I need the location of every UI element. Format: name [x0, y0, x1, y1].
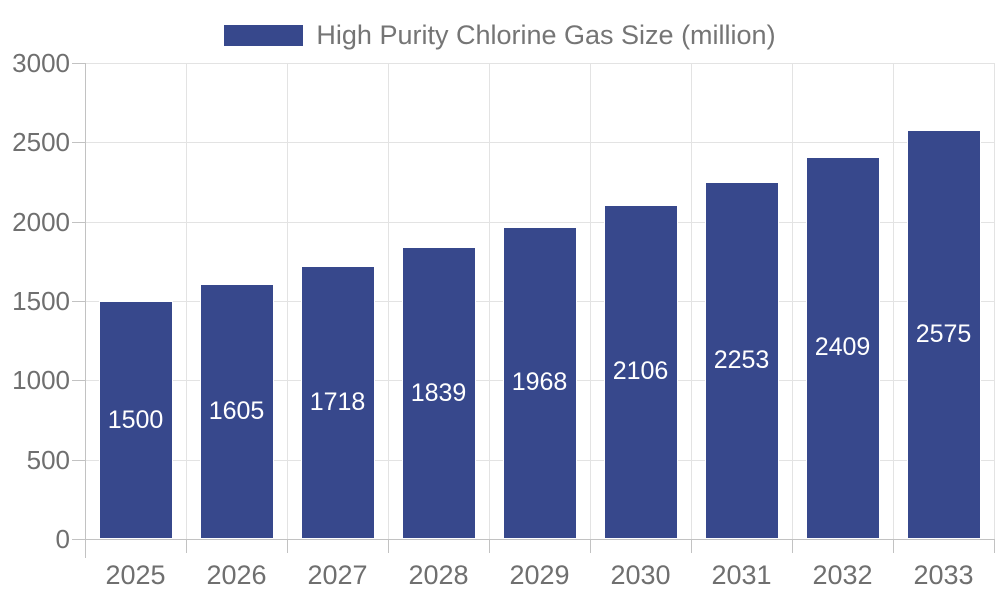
x-axis-label-2030: 2030 — [610, 560, 671, 590]
bar-2033: 2575 — [906, 130, 981, 539]
x-axis-label-2033: 2033 — [913, 560, 974, 590]
x-axis-label-2031: 2031 — [711, 560, 772, 590]
gridline-vertical — [489, 63, 490, 539]
y-axis-tick-label: 3000 — [12, 48, 70, 78]
y-axis-tick — [72, 380, 85, 382]
gridline-vertical — [691, 63, 692, 539]
x-axis-tick — [287, 539, 288, 553]
bar-value-label: 2253 — [713, 345, 770, 374]
x-axis-label-2029: 2029 — [509, 560, 570, 590]
y-axis-tick-label: 2500 — [12, 127, 70, 158]
legend-swatch — [224, 25, 304, 46]
y-axis-tick-label: 1000 — [12, 365, 70, 396]
y-axis-tick-label: 1500 — [12, 286, 70, 316]
x-axis-tick — [691, 539, 692, 553]
bar-value-label: 2575 — [915, 320, 972, 349]
y-axis-tick-label: 2000 — [12, 206, 70, 237]
x-axis-tick — [489, 539, 490, 553]
x-axis-line — [85, 539, 994, 540]
legend-label: High Purity Chlorine Gas Size (million) — [316, 20, 776, 50]
bar-2026: 1605 — [199, 284, 274, 539]
bar-value-label: 1500 — [107, 405, 164, 434]
gridline-vertical — [287, 63, 288, 539]
x-axis-tick — [388, 539, 389, 553]
bar-value-label: 1605 — [208, 397, 265, 426]
bar-2030: 2106 — [603, 204, 678, 539]
y-axis-tick-label: 500 — [26, 444, 70, 475]
gridline-vertical — [893, 63, 894, 539]
gridline-vertical — [388, 63, 389, 539]
y-axis-tick — [72, 459, 85, 461]
bar-2031: 2253 — [704, 181, 779, 539]
y-axis-tick-label: 0 — [55, 524, 70, 554]
x-axis-label-2028: 2028 — [408, 560, 469, 590]
bar-value-label: 1968 — [511, 368, 568, 397]
x-axis-label-2026: 2026 — [206, 560, 267, 590]
bar-value-label: 2106 — [612, 357, 669, 386]
gridline-horizontal — [85, 63, 994, 64]
x-axis-tick — [792, 539, 793, 553]
bar-2029: 1968 — [502, 226, 577, 539]
gridline-vertical — [994, 63, 995, 539]
x-axis-label-2025: 2025 — [105, 560, 166, 590]
y-axis-tick — [72, 142, 85, 144]
bar-2032: 2409 — [805, 156, 880, 539]
x-axis-tick — [893, 539, 894, 553]
y-axis-line — [85, 63, 86, 558]
x-axis-label-2032: 2032 — [812, 560, 873, 590]
y-axis-tick — [72, 301, 85, 302]
x-axis-tick — [590, 539, 591, 553]
bar-2028: 1839 — [401, 247, 476, 539]
bar-value-label: 1718 — [309, 388, 366, 417]
bar-value-label: 1839 — [410, 378, 467, 407]
y-axis-tick — [72, 221, 85, 223]
bar-2027: 1718 — [300, 266, 375, 539]
x-axis-tick — [994, 539, 995, 553]
x-axis-label-2027: 2027 — [307, 560, 368, 590]
legend[interactable]: High Purity Chlorine Gas Size (million) — [0, 20, 1000, 51]
gridline-horizontal — [85, 142, 994, 144]
bar-value-label: 2409 — [814, 333, 871, 362]
gridline-vertical — [590, 63, 591, 539]
y-axis-tick — [72, 63, 85, 64]
gridline-vertical — [186, 63, 187, 539]
y-axis-tick — [72, 539, 85, 540]
gridline-horizontal — [85, 221, 994, 223]
bar-2025: 1500 — [98, 301, 173, 539]
gridline-vertical — [792, 63, 793, 539]
plot-area: 0 500 1000 1500 2000 2500 3000 1500 2025 1605 2026… — [12, 50, 995, 589]
x-axis-tick — [186, 539, 187, 553]
